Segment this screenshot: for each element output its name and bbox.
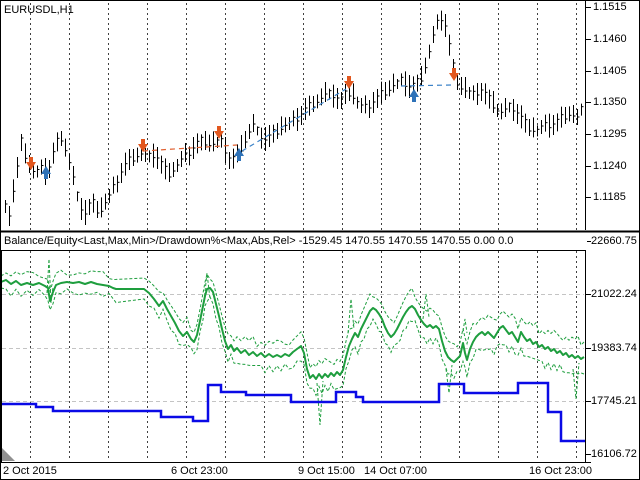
candle-series — [5, 10, 584, 226]
time-axis-label: 2 Oct 2015 — [3, 465, 57, 477]
equity-band-spike — [445, 364, 453, 394]
price-axis-label: 1.1350 — [593, 96, 627, 108]
trade-line-buy — [241, 88, 347, 152]
price-axis-label: 1.1460 — [593, 33, 627, 45]
axes[interactable] — [1, 1, 640, 463]
balance-line — [1, 381, 585, 443]
indicator-pane-frame — [1, 250, 586, 463]
time-axis-label: 6 Oct 23:00 — [171, 465, 228, 477]
indicator-header: Balance/Equity<Last,Max,Min>/Drawdown%<M… — [2, 234, 587, 249]
equity-band-spike — [316, 380, 324, 426]
indicator-axis-label: 22660.75 — [591, 235, 637, 247]
indicator-axis-label: 21022.24 — [591, 288, 637, 300]
price-axis-label: 1.1515 — [593, 1, 627, 13]
trade-line-buy — [400, 84, 452, 87]
trade-arrow-sell — [344, 76, 354, 89]
trade-arrow-sell — [26, 157, 36, 170]
indicator-pane[interactable] — [1, 251, 585, 461]
trade-arrow-buy — [234, 148, 244, 161]
indicator-title: Balance/Equity<Last,Max,Min>/Drawdown%<M… — [4, 235, 296, 247]
symbol-label: EURUSDL,H1 — [4, 4, 74, 16]
price-axis-label: 1.1185 — [593, 191, 626, 203]
trade-arrow-buy — [41, 166, 51, 179]
trade-arrow-sell — [138, 139, 148, 152]
indicator-axis-label: 16106.72 — [591, 448, 637, 460]
equity-max-band — [1, 269, 585, 369]
equity-band-spike — [462, 318, 468, 334]
indicator-axis-label: 17745.21 — [591, 395, 637, 407]
trade-arrow-sell — [449, 68, 459, 81]
price-chart-pane[interactable] — [5, 3, 584, 230]
trade-arrow-sell — [214, 126, 224, 139]
equity-min-band — [1, 287, 585, 397]
indicator-axis-label: 19383.74 — [591, 342, 637, 354]
time-axis-label: 14 Oct 07:00 — [364, 465, 427, 477]
indicator-values: -1529.45 1470.55 1470.55 1470.55 0.00 0.… — [298, 235, 514, 247]
resize-grip-triangle[interactable] — [2, 448, 15, 461]
time-axis-label: 16 Oct 23:00 — [529, 465, 592, 477]
equity-line — [1, 279, 585, 380]
equity-band-spike — [347, 298, 355, 334]
time-axis-label: 9 Oct 15:00 — [298, 465, 355, 477]
trade-line-sell — [142, 144, 238, 152]
equity-band-spike — [203, 272, 211, 302]
price-axis-label: 1.1295 — [593, 128, 627, 140]
equity-band-spike — [572, 362, 580, 400]
trade-arrow-buy — [409, 89, 419, 102]
price-axis-label: 1.1405 — [593, 65, 627, 77]
price-axis-label: 1.1240 — [593, 160, 627, 172]
equity-band-spike — [422, 293, 430, 320]
